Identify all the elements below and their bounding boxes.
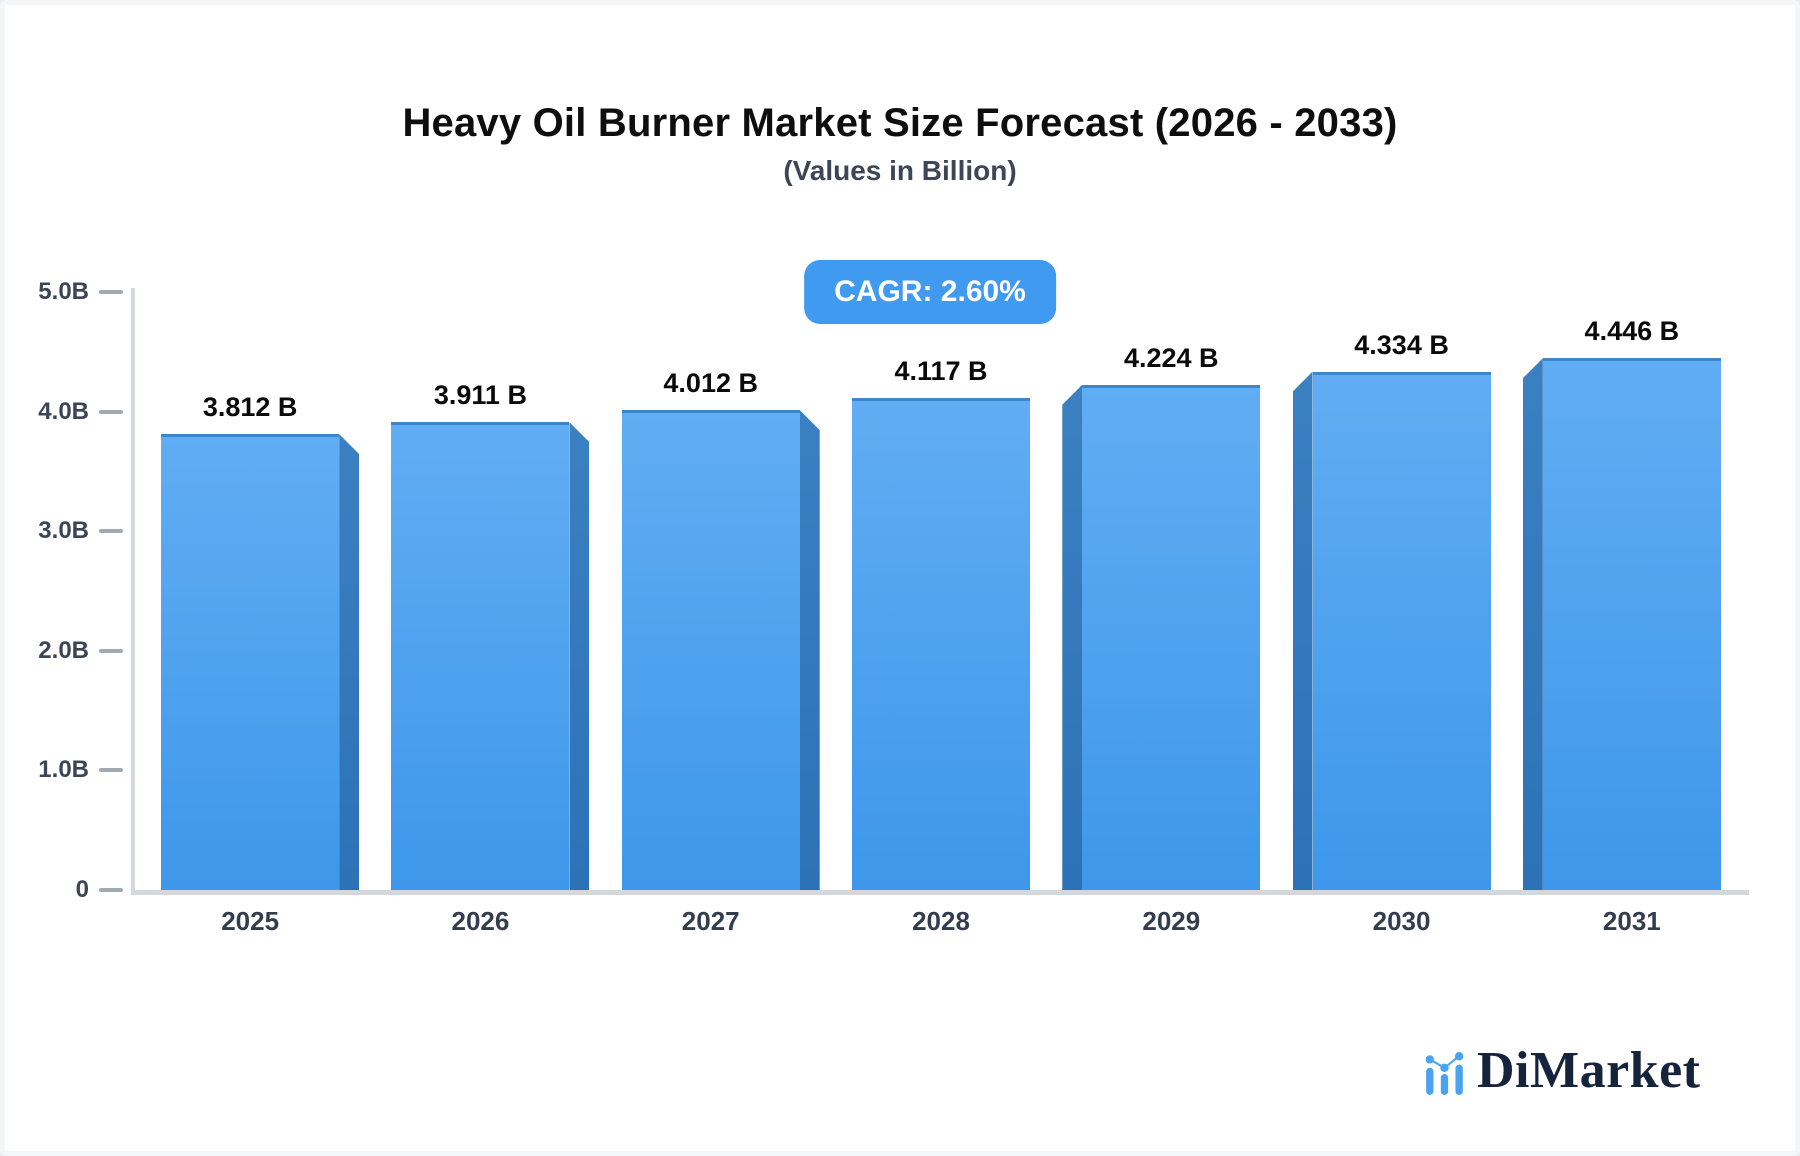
y-tick-dash xyxy=(99,409,123,414)
x-axis-label: 2028 xyxy=(912,906,970,936)
x-axis-label: 2031 xyxy=(1602,906,1661,936)
dimarket-logo: DiMarket xyxy=(1425,1037,1700,1099)
x-axis-label: 2030 xyxy=(1372,906,1431,936)
bar xyxy=(1312,371,1491,890)
y-axis-line xyxy=(131,288,135,894)
x-axis-label: 2026 xyxy=(451,906,510,936)
y-tick-dash xyxy=(99,888,123,892)
y-tick-label: 5.0B xyxy=(38,278,89,305)
x-axis-label: 2029 xyxy=(1142,906,1201,936)
y-tick-label: 4.0B xyxy=(38,397,89,425)
bar-value-label: 4.012 B xyxy=(663,368,758,399)
x-axis-label: 2025 xyxy=(221,906,280,936)
bar-side-face xyxy=(1062,384,1083,890)
bar-value-label: 4.446 B xyxy=(1584,316,1680,347)
bar-value-label: 3.911 B xyxy=(433,380,527,411)
chart-subtitle: (Values in Billion) xyxy=(783,155,1017,186)
bar-value-label: 4.117 B xyxy=(894,355,988,386)
bar-value-label: 4.224 B xyxy=(1123,342,1219,373)
bar-chart-plot-area: 0 1.0B 2.0B 3.0B 4.0B 5.0B 3.812 B 2025 3.911 B 2… xyxy=(5,5,1795,1151)
bar-side-face xyxy=(339,434,360,890)
bar xyxy=(852,397,1030,890)
bar xyxy=(1542,358,1721,890)
y-tick-dash xyxy=(99,529,123,534)
bar-side-face xyxy=(799,410,820,890)
bar-value-label: 3.812 B xyxy=(202,392,298,423)
chart-title: Heavy Oil Burner Market Size Forecast (2… xyxy=(402,101,1398,145)
bar xyxy=(391,422,570,890)
x-axis-line xyxy=(131,890,1749,895)
bar xyxy=(161,434,340,890)
y-tick-label: 1.0B xyxy=(38,756,89,784)
bar-side-face xyxy=(1522,358,1543,890)
y-tick-dash xyxy=(99,290,123,294)
bar xyxy=(621,410,800,890)
bar-side-face xyxy=(569,422,590,890)
y-tick-label: 0 xyxy=(75,876,89,903)
x-axis-label: 2027 xyxy=(681,906,740,936)
y-tick-dash xyxy=(99,768,123,773)
y-tick-label: 2.0B xyxy=(38,636,89,664)
y-tick-dash xyxy=(99,648,123,653)
bar-side-face xyxy=(1292,371,1313,890)
bar-value-label: 4.334 B xyxy=(1354,329,1449,360)
bar-line-chart-icon xyxy=(1425,1052,1464,1095)
bar xyxy=(1082,384,1261,890)
cagr-badge: CAGR: 2.60% xyxy=(804,260,1056,324)
dimarket-logo-text: DiMarket xyxy=(1477,1042,1701,1099)
y-tick-label: 3.0B xyxy=(38,517,89,545)
